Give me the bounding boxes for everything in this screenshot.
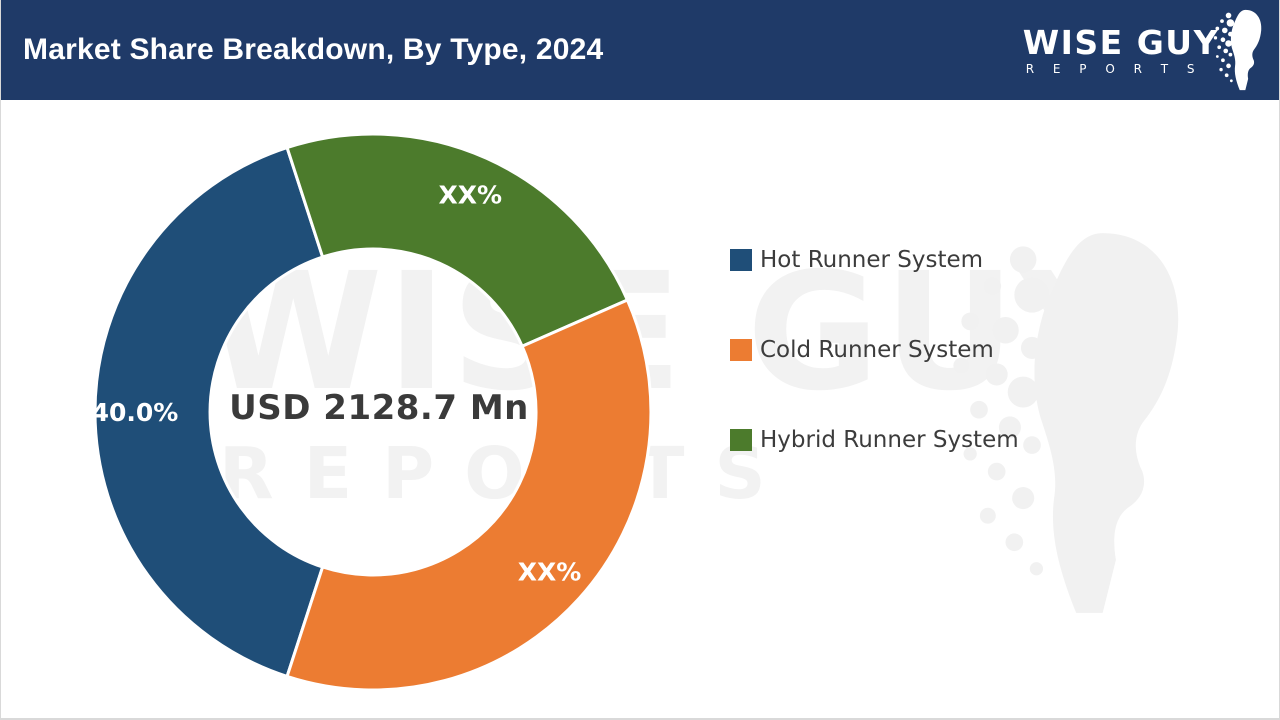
legend-swatch-cold-runner — [730, 339, 752, 361]
logo-wordmark: WISE GUY R E P O R T S — [1023, 26, 1219, 75]
watermark-reports-text: REPORTS — [219, 432, 796, 515]
page-title: Market Share Breakdown, By Type, 2024 — [23, 33, 604, 66]
legend-label-hot-runner: Hot Runner System — [760, 246, 984, 273]
logo-name-text: WISE GUY — [1022, 22, 1219, 62]
segment-cold-runner-system — [285, 298, 653, 692]
legend-label-cold-runner: Cold Runner System — [760, 336, 994, 363]
logo-subtitle-text: R E P O R T S — [1025, 61, 1203, 76]
legend-swatch-hot-runner — [730, 249, 752, 271]
legend-item-cold-runner-system: Cold Runner System — [730, 338, 1019, 362]
legend-label-hybrid-runner: Hybrid Runner System — [760, 426, 1019, 453]
segment-label-cold-runner-system: XX% — [518, 557, 582, 586]
legend-item-hot-runner-system: Hot Runner System — [730, 248, 1019, 272]
legend-item-hybrid-runner-system: Hybrid Runner System — [730, 428, 1019, 452]
wise-guy-logo: WISE GUY R E P O R T S — [1023, 8, 1265, 92]
segment-hybrid-runner-system — [285, 132, 629, 348]
segment-label-hot-runner-system: 40.0% — [92, 398, 179, 427]
chart-center-value: USD 2128.7 Mn — [229, 388, 529, 428]
chart-legend: Hot Runner System Cold Runner System Hyb… — [730, 248, 1019, 518]
segment-label-hybrid-runner-system: XX% — [438, 181, 502, 210]
logo-head-icon — [1213, 9, 1262, 91]
header-bar: Market Share Breakdown, By Type, 2024 WI… — [1, 0, 1279, 100]
legend-swatch-hybrid-runner — [730, 429, 752, 451]
